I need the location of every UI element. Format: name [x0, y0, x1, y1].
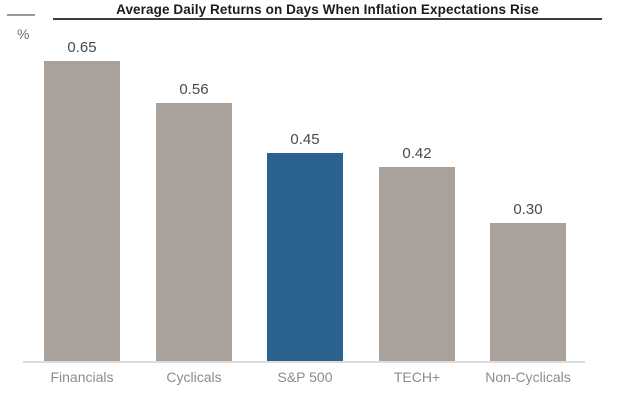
bar-financials: [44, 61, 120, 361]
bar-tech-: [379, 167, 455, 361]
y-axis-top-tick: [7, 14, 35, 16]
x-axis-category-label: TECH+: [393, 369, 441, 385]
x-axis-category-label: Financials: [50, 369, 114, 385]
x-axis-category-label: S&P 500: [277, 369, 333, 385]
chart-title: Average Daily Returns on Days When Infla…: [53, 2, 602, 20]
bar-value-label: 0.56: [179, 81, 209, 98]
x-axis-category-label: Non-Cyclicals: [485, 369, 571, 385]
x-axis-baseline: [23, 361, 585, 363]
bar-value-label: 0.65: [67, 39, 97, 56]
y-axis-unit-label: %: [17, 26, 30, 42]
bar-cyclicals: [156, 103, 232, 361]
x-axis-category-label: Cyclicals: [166, 369, 222, 385]
bar-non-cyclicals: [490, 223, 566, 361]
bar-s-p-500: [267, 153, 343, 361]
bar-value-label: 0.30: [513, 201, 543, 218]
bar-value-label: 0.42: [402, 145, 432, 162]
bar-value-label: 0.45: [290, 131, 320, 148]
